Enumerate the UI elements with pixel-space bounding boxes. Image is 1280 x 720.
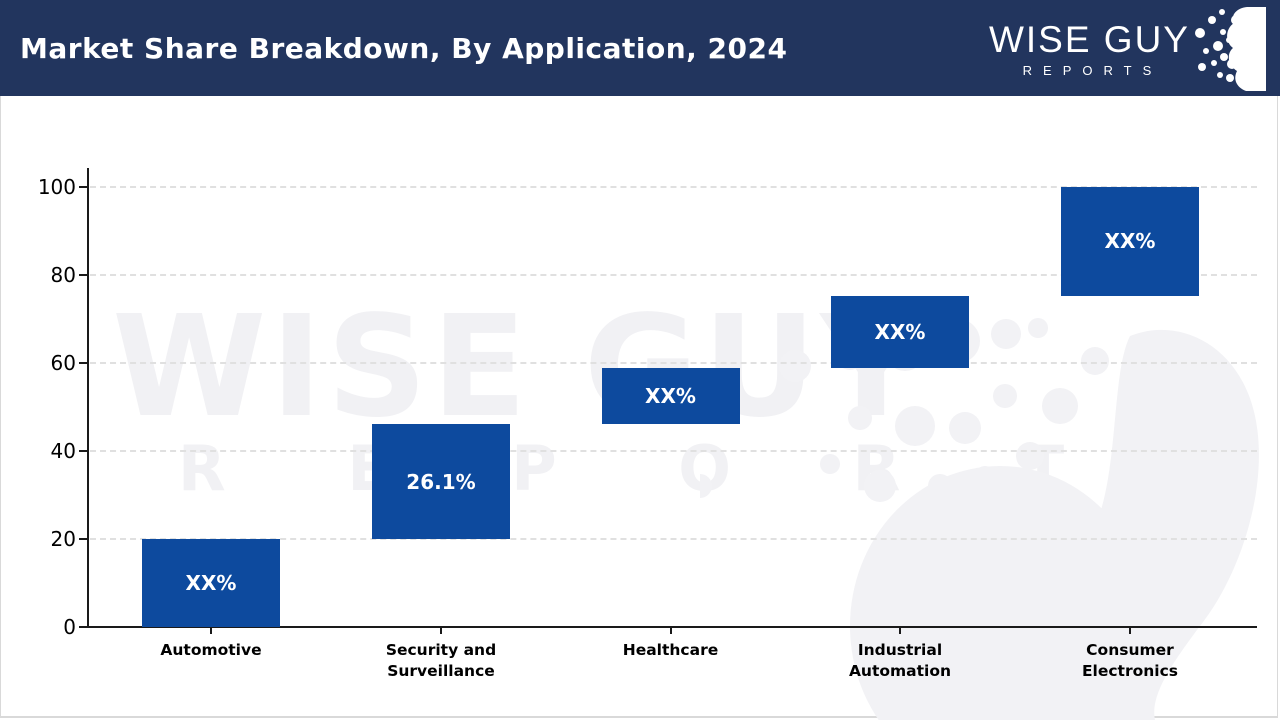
x-axis-tick bbox=[1129, 627, 1131, 634]
bar-value-label: XX% bbox=[1104, 229, 1156, 254]
y-axis-tick-label: 0 bbox=[63, 615, 76, 639]
bar-value-label: XX% bbox=[645, 384, 696, 409]
x-axis-category-label: Industrial Automation bbox=[848, 641, 952, 680]
y-axis-tick bbox=[79, 537, 87, 540]
x-axis-category-label: Consumer Electronics bbox=[1081, 641, 1179, 680]
bar-segment: 26.1% bbox=[372, 424, 510, 540]
x-axis-category-label: Healthcare bbox=[622, 641, 719, 659]
gridline bbox=[90, 361, 1257, 364]
bar-value-label: 26.1% bbox=[406, 469, 476, 494]
brand-name: WISE GUY bbox=[988, 18, 1190, 60]
x-axis-tick bbox=[899, 627, 901, 634]
y-axis-line bbox=[87, 168, 89, 628]
bar-segment: XX% bbox=[1061, 186, 1199, 297]
gridline bbox=[90, 185, 1257, 188]
brand-sub: REPORTS bbox=[1022, 62, 1163, 78]
header-bar: Market Share Breakdown, By Application, … bbox=[0, 0, 1280, 96]
chart-canvas: WISE GUY R E P O R T S 0 20 40 60 80 100 XX% Au… bbox=[0, 96, 1280, 720]
x-axis-tick bbox=[440, 627, 442, 634]
y-axis-tick-label: 20 bbox=[50, 526, 76, 551]
y-axis-tick bbox=[79, 449, 87, 452]
x-axis-line bbox=[87, 626, 1257, 628]
y-axis-tick bbox=[79, 361, 87, 364]
bar-value-label: XX% bbox=[185, 571, 237, 596]
y-axis-tick-label: 40 bbox=[50, 438, 76, 463]
y-axis-tick bbox=[79, 626, 87, 628]
wiseguy-face-icon bbox=[1195, 7, 1266, 91]
y-axis-tick bbox=[79, 185, 87, 188]
page-title: Market Share Breakdown, By Application, … bbox=[20, 31, 788, 65]
x-axis-category-label: Automotive bbox=[160, 641, 262, 659]
y-axis-tick bbox=[79, 273, 87, 276]
gridline bbox=[90, 273, 1257, 276]
x-axis-tick bbox=[669, 627, 672, 634]
y-axis-tick-label: 100 bbox=[37, 174, 76, 199]
brand-logo-text: WISE GUY REPORTS bbox=[989, 21, 1190, 78]
x-axis-tick bbox=[210, 627, 212, 634]
brand-logo: WISE GUY REPORTS bbox=[989, 6, 1266, 92]
gridline bbox=[90, 537, 1257, 540]
bar-segment: XX% bbox=[142, 539, 280, 627]
y-axis-tick-label: 80 bbox=[50, 262, 76, 287]
bar-value-label: XX% bbox=[874, 320, 926, 345]
y-axis-tick-label: 60 bbox=[50, 350, 76, 375]
gridline bbox=[90, 449, 1257, 452]
x-axis-category-label: Security and Surveillance bbox=[385, 641, 497, 680]
bar-segment: XX% bbox=[601, 368, 740, 425]
bar-segment: XX% bbox=[831, 296, 969, 369]
